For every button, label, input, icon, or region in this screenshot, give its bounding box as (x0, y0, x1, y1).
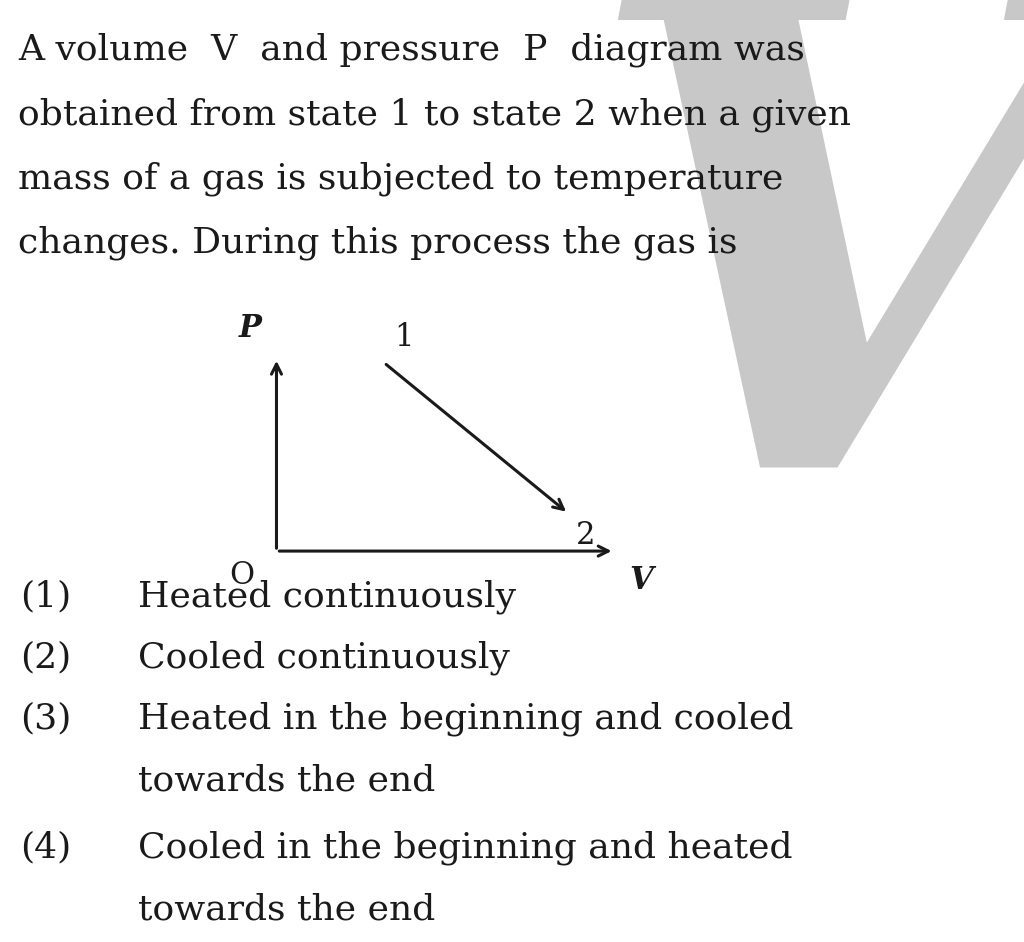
Text: (2): (2) (20, 641, 72, 674)
Text: obtained from state 1 to state 2 when a given: obtained from state 1 to state 2 when a … (18, 97, 851, 132)
Text: (1): (1) (20, 579, 72, 613)
Text: Heated continuously: Heated continuously (138, 579, 516, 614)
Text: (4): (4) (20, 831, 72, 865)
Text: P: P (239, 313, 261, 344)
Text: Cooled in the beginning and heated: Cooled in the beginning and heated (138, 831, 793, 866)
Text: (3): (3) (20, 702, 72, 736)
Text: changes. During this process the gas is: changes. During this process the gas is (18, 225, 738, 260)
Text: 1: 1 (394, 322, 414, 353)
Text: Cooled continuously: Cooled continuously (138, 641, 510, 675)
Text: towards the end: towards the end (138, 892, 435, 926)
Text: O: O (228, 560, 254, 592)
Text: V: V (581, 0, 1024, 606)
Text: mass of a gas is subjected to temperature: mass of a gas is subjected to temperatur… (18, 161, 783, 196)
Text: V: V (630, 565, 653, 596)
Text: towards the end: towards the end (138, 763, 435, 797)
Text: A volume  V  and pressure  P  diagram was: A volume V and pressure P diagram was (18, 33, 805, 68)
Text: 2: 2 (575, 520, 595, 551)
Text: Heated in the beginning and cooled: Heated in the beginning and cooled (138, 702, 794, 737)
